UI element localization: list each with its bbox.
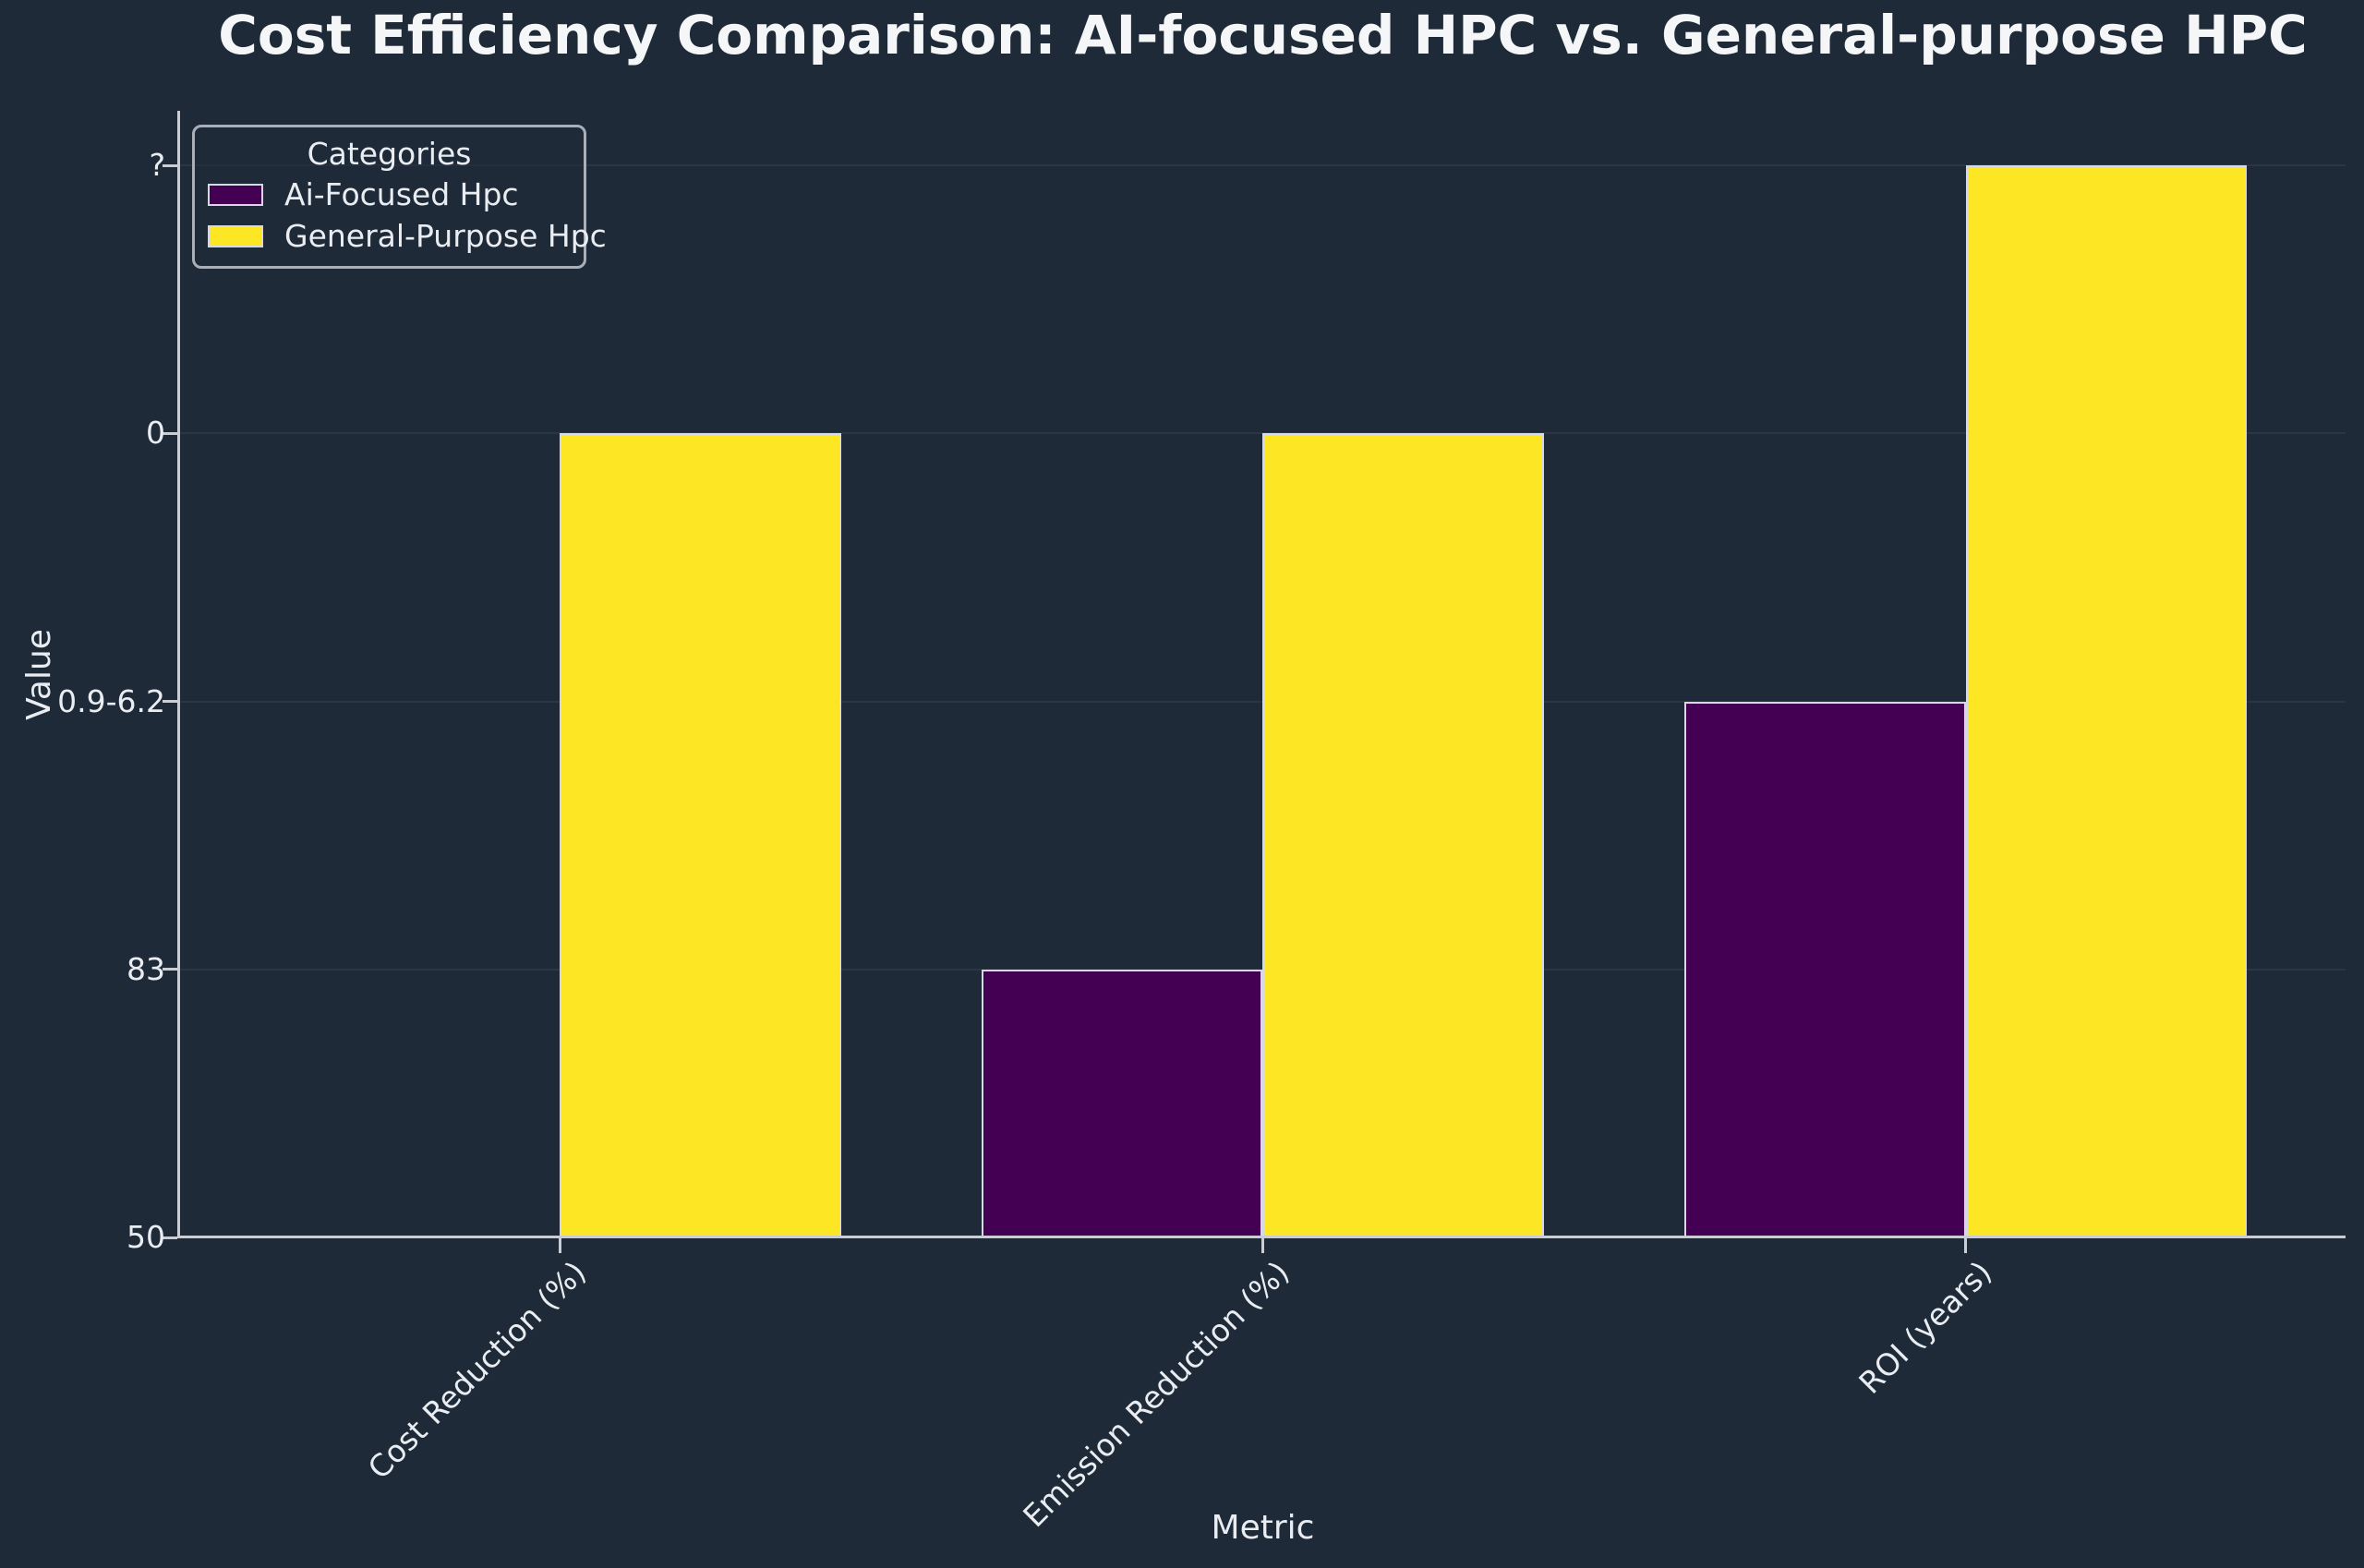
- x-tick-mark: [1260, 1238, 1264, 1253]
- x-axis-label: Metric: [1211, 1509, 1315, 1547]
- y-tick-mark: [163, 1236, 177, 1239]
- legend-label: Ai-Focused Hpc: [284, 176, 519, 212]
- y-tick-label: ?: [149, 147, 165, 183]
- legend-label: General-Purpose Hpc: [284, 218, 607, 254]
- bar-general-purpose-hpc-roi-years: [1965, 165, 2248, 1237]
- bar-ai-focused-hpc-emission-reduction: [981, 969, 1263, 1237]
- x-tick-label: ROI (years): [1851, 1254, 1999, 1401]
- legend: Categories Ai-Focused Hpc General-Purpose…: [192, 125, 607, 269]
- chart-title: Cost Efficiency Comparison: AI-focused H…: [218, 4, 2308, 66]
- legend-swatch-general-purpose-hpc: [208, 224, 263, 247]
- y-tick-label: 0: [146, 415, 165, 452]
- bar-ai-focused-hpc-roi-years: [1684, 701, 1966, 1237]
- y-axis-label-wrap: Value: [0, 111, 78, 1238]
- y-tick-mark: [163, 968, 177, 971]
- legend-items: Ai-Focused Hpc General-Purpose Hpc: [208, 174, 607, 257]
- y-tick-label: 83: [127, 950, 165, 987]
- bar-general-purpose-hpc-cost-reduction: [560, 433, 841, 1237]
- y-tick-mark: [163, 163, 177, 167]
- gridline: [180, 164, 2346, 166]
- legend-item-general-purpose-hpc: General-Purpose Hpc: [208, 215, 607, 257]
- legend-title: Categories: [307, 136, 472, 172]
- x-tick-label: Cost Reduction (%): [360, 1254, 593, 1487]
- x-tick-mark: [558, 1238, 561, 1253]
- bar-general-purpose-hpc-emission-reduction: [1262, 433, 1544, 1237]
- y-tick-mark: [163, 431, 177, 435]
- x-tick-label: Emission Reduction (%): [1015, 1254, 1296, 1535]
- y-tick-label: 0.9-6.2: [57, 682, 165, 719]
- x-axis-spine: [177, 1236, 2346, 1238]
- y-tick-mark: [163, 700, 177, 703]
- legend-item-ai-focused-hpc: Ai-Focused Hpc: [208, 174, 571, 215]
- y-tick-label: 50: [127, 1219, 165, 1255]
- legend-swatch-ai-focused-hpc: [208, 183, 263, 206]
- y-axis-spine: [177, 111, 180, 1238]
- y-axis-label: Value: [19, 629, 58, 720]
- x-tick-mark: [1964, 1238, 1968, 1253]
